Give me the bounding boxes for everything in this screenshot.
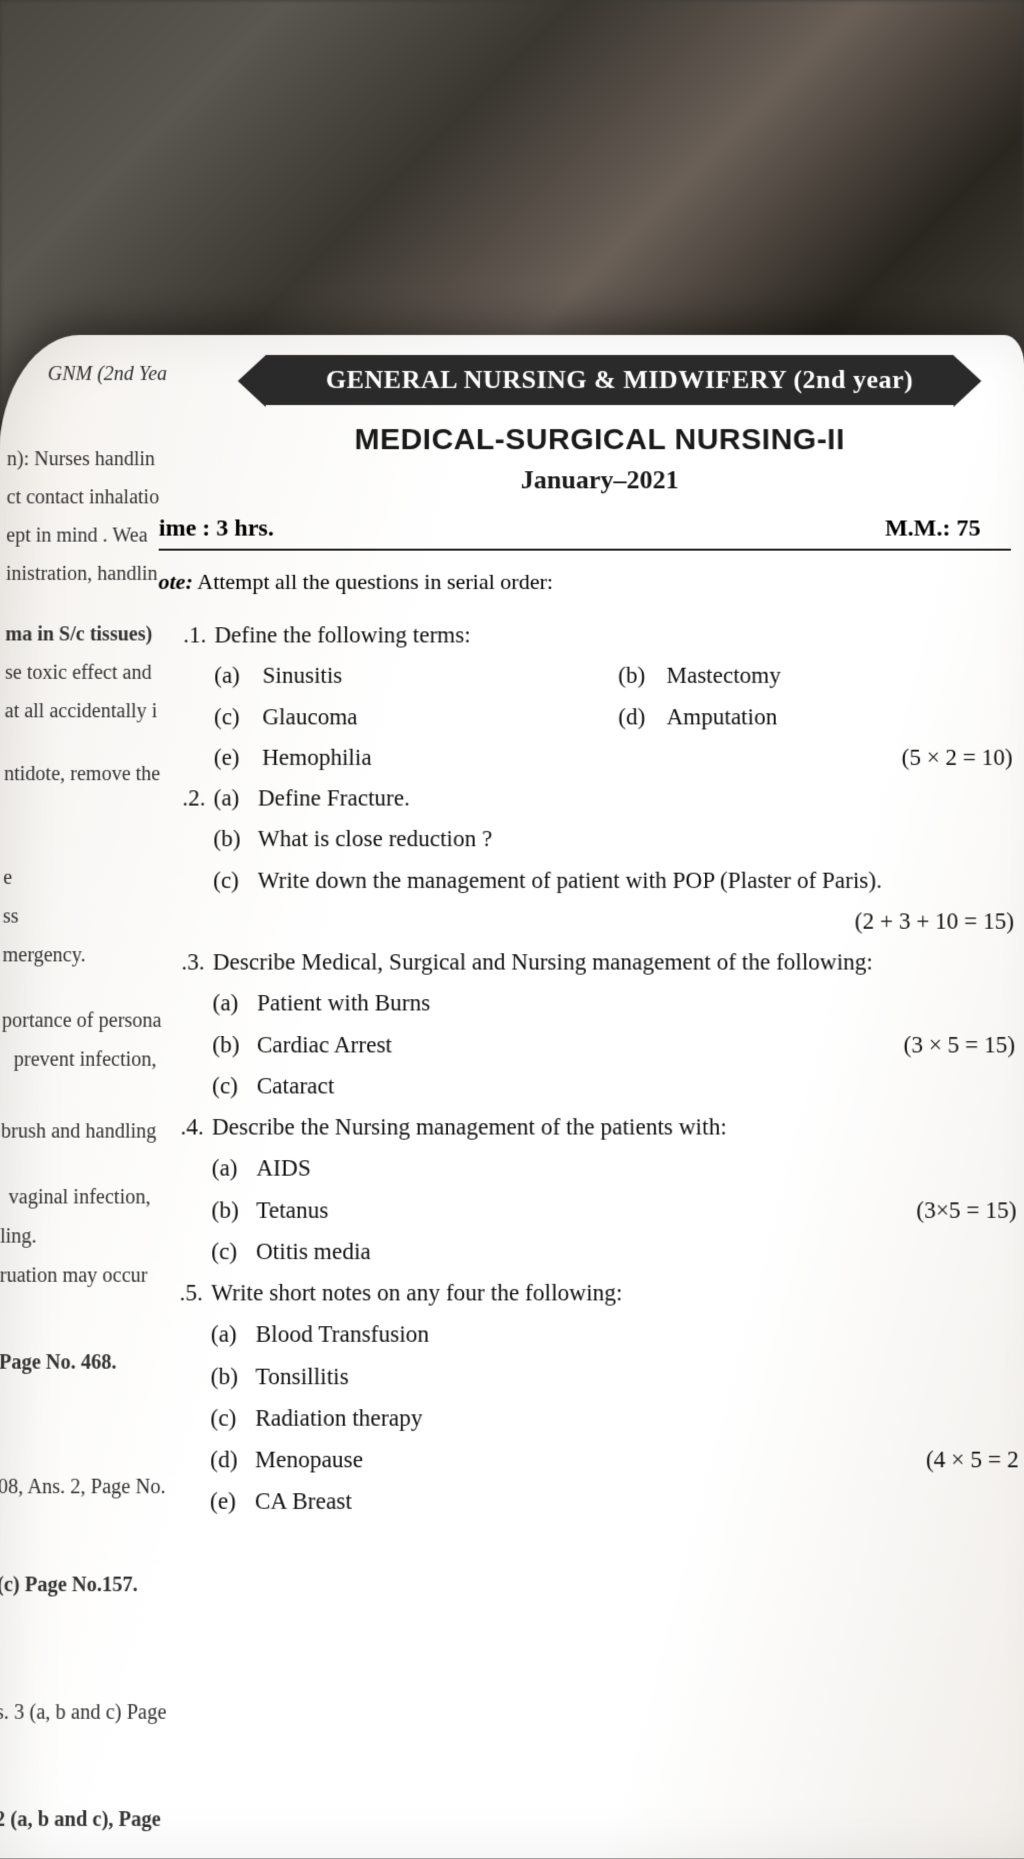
left-text: brush and handling (1, 1115, 191, 1148)
sub-label: (b) (211, 1190, 256, 1231)
sub-text: Blood Transfusion (256, 1314, 430, 1356)
sub-label: (d) (210, 1439, 255, 1481)
sub-label: (a) (212, 983, 257, 1024)
left-text: (c) Page No.157. (0, 1568, 188, 1601)
q-number: .1. (177, 615, 214, 778)
left-text: ct contact inhalatio (6, 481, 194, 513)
left-text: Page No. 468. (0, 1346, 189, 1379)
sub-text: Otitis media (256, 1231, 371, 1273)
left-text: mergency. (2, 939, 191, 972)
left-cutoff-column: n): Nurses handlin ct contact inhalatio … (0, 395, 195, 1843)
question-3: .3. Describe Medical, Surgical and Nursi… (176, 942, 1024, 1107)
marks-text: (4 × 5 = 2 (926, 1439, 1024, 1481)
left-text: se toxic effect and (5, 657, 193, 689)
exam-meta-row: ime : 3 hrs. M.M.: 75 (159, 515, 1011, 550)
sub-text: Write down the management of patient wit… (258, 867, 882, 892)
sub-text: Tetanus (256, 1190, 328, 1231)
q-text: Describe Medical, Surgical and Nursing m… (213, 942, 1024, 983)
marks-text: (2 + 3 + 10 = 15) (855, 901, 1024, 942)
left-text: vaginal infection, (0, 1181, 190, 1214)
sub-label: (e) (210, 1481, 255, 1523)
marks-text: (3 × 5 = 15) (903, 1024, 1024, 1065)
left-text: ling. (0, 1220, 190, 1253)
marks-text: (5 × 2 = 10) (613, 737, 1023, 778)
questions-block: .1. Define the following terms: (a)Sinus… (173, 615, 1024, 1523)
left-text: ma in S/c tissues) (5, 618, 193, 650)
sub-text: Patient with Burns (257, 983, 430, 1024)
left-text: s. 3 (a, b and c) Page (0, 1696, 187, 1730)
opt-label: (c) (214, 697, 263, 738)
sub-text: Tonsillitis (255, 1356, 349, 1398)
opt-text: Hemophilia (262, 737, 372, 778)
q-number: .4. (175, 1107, 212, 1273)
opt-text: Sinusitis (262, 656, 342, 697)
q-number: .2. (176, 778, 213, 942)
instruction-note: ote: Attempt all the questions in serial… (158, 569, 1021, 595)
left-text: n): Nurses handlin (7, 443, 195, 475)
left-text: e (3, 861, 192, 894)
sub-label: (a) (213, 778, 258, 819)
left-text: ruation may occur (0, 1259, 190, 1292)
sub-text: Cataract (257, 1066, 335, 1107)
sub-text: What is close reduction ? (258, 819, 493, 860)
subject-title: MEDICAL-SURGICAL NURSING-II (179, 423, 1020, 457)
opt-text: Glaucoma (262, 697, 357, 738)
q-text: Describe the Nursing management of the p… (212, 1107, 1024, 1148)
question-4: .4. Describe the Nursing management of t… (175, 1107, 1024, 1273)
sub-text: CA Breast (255, 1481, 352, 1523)
note-prefix: ote: (158, 569, 192, 594)
sub-label: (a) (211, 1314, 256, 1356)
sub-text: Cardiac Arrest (257, 1024, 392, 1065)
max-marks-label: M.M.: 75 (885, 515, 981, 542)
left-text: ss (3, 900, 192, 933)
left-text: at all accidentally i (5, 695, 193, 727)
question-1: .1. Define the following terms: (a)Sinus… (177, 615, 1022, 778)
opt-label: (a) (214, 656, 262, 697)
left-text: 08, Ans. 2, Page No. (0, 1470, 189, 1503)
sub-label: (c) (211, 1231, 256, 1273)
sub-text: AIDS (256, 1148, 311, 1189)
note-text: Attempt all the questions in serial orde… (193, 569, 553, 594)
sub-label: (b) (213, 819, 258, 860)
sub-label: (c) (210, 1397, 255, 1439)
opt-text: Mastectomy (666, 656, 781, 697)
q-number: .3. (176, 942, 213, 1107)
main-content: GENERAL NURSING & MIDWIFERY (2nd year) M… (173, 355, 1024, 1523)
sub-label: (c) (212, 1066, 257, 1107)
left-text: prevent infection, (1, 1043, 191, 1076)
gnm-label: GNM (2nd Yea (48, 363, 168, 386)
exam-date: January–2021 (179, 465, 1020, 495)
exam-page: GNM (2nd Yea n): Nurses handlin ct conta… (0, 335, 1024, 1859)
opt-text: Amputation (666, 697, 777, 738)
opt-label: (e) (214, 737, 263, 778)
q-text: Write short notes on any four the follow… (211, 1273, 1024, 1315)
sub-label: (a) (212, 1148, 257, 1189)
question-2: .2. (a)Define Fracture. (b)What is close… (176, 778, 1024, 942)
opt-label: (b) (618, 656, 666, 697)
sub-label: (b) (212, 1024, 257, 1065)
marks-text: (3×5 = 15) (916, 1190, 1024, 1231)
sub-label: (c) (213, 860, 258, 942)
sub-text: Radiation therapy (255, 1397, 422, 1439)
q-number: .5. (173, 1273, 211, 1523)
time-label: ime : 3 hrs. (159, 515, 274, 542)
sub-label: (b) (211, 1356, 256, 1398)
opt-label: (d) (618, 697, 666, 738)
sub-text: Define Fracture. (258, 778, 410, 819)
left-text: portance of persona (2, 1004, 191, 1037)
question-5: .5. Write short notes on any four the fo… (173, 1273, 1024, 1523)
course-banner: GENERAL NURSING & MIDWIFERY (2nd year) (266, 355, 954, 405)
sub-text: Menopause (255, 1439, 363, 1481)
q-text: Define the following terms: (214, 615, 1021, 656)
left-text: ntidote, remove the (4, 758, 193, 790)
